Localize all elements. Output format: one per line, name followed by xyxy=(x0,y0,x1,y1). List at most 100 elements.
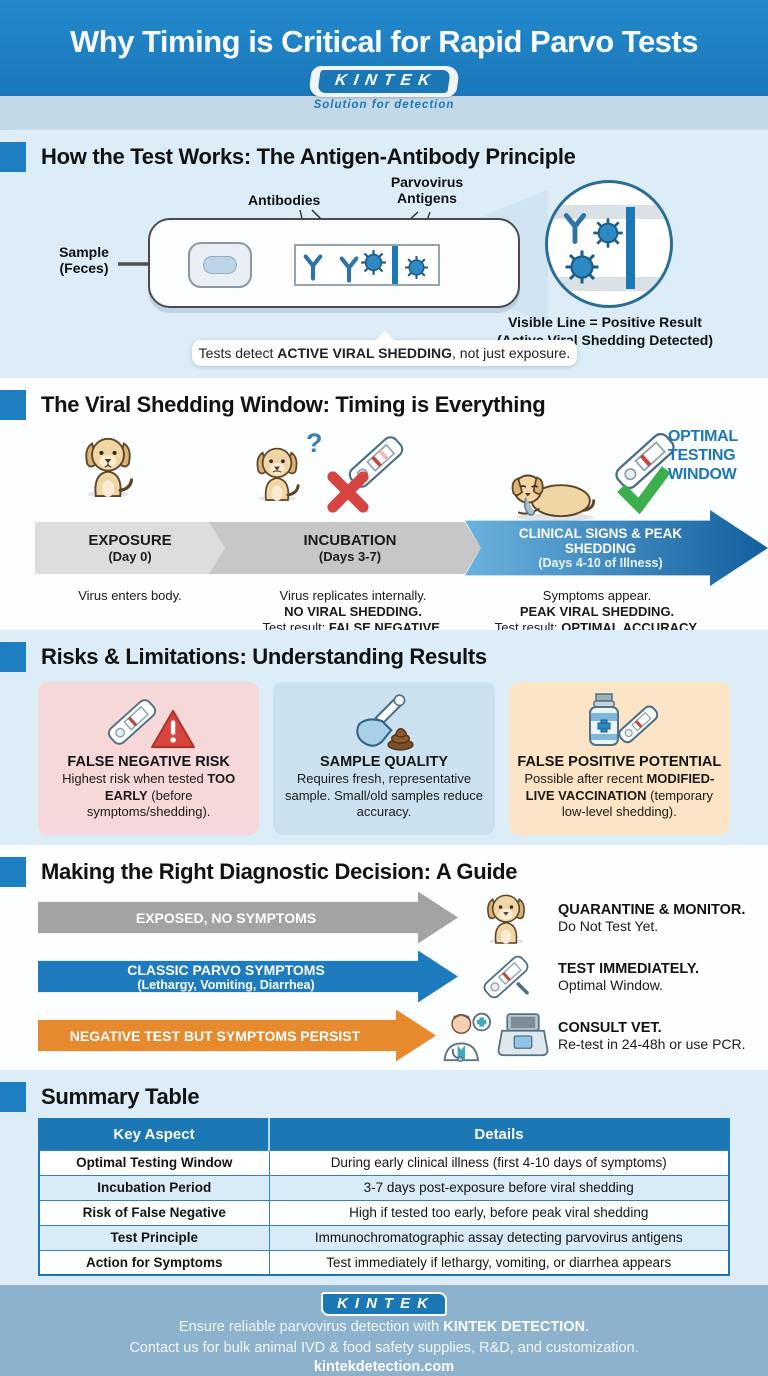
section-title: How the Test Works: The Antigen-Antibody… xyxy=(41,144,576,169)
section-title: The Viral Shedding Window: Timing is Eve… xyxy=(41,392,546,417)
decision-icons xyxy=(436,1009,554,1063)
card-icons xyxy=(517,690,722,754)
section-how-test-works: How the Test Works: The Antigen-Antibody… xyxy=(0,130,768,378)
decision-action: TEST IMMEDIATELY. Optimal Window. xyxy=(558,960,699,993)
row-key: Test Principle xyxy=(38,1224,270,1251)
virus-icon xyxy=(565,250,599,284)
sample-label: Sample (Feces) xyxy=(59,244,109,277)
card-sample-quality: SAMPLE QUALITY Requires fresh, represent… xyxy=(273,682,495,835)
risk-cards: FALSE NEGATIVE RISK Highest risk when te… xyxy=(38,682,730,835)
section-heading: Summary Table xyxy=(0,1070,768,1112)
warning-triangle-icon xyxy=(150,709,195,749)
stage-desc-exposure: Virus enters body. xyxy=(78,588,182,603)
table-row: Incubation Period 3-7 days post-exposure… xyxy=(38,1174,730,1201)
test-cassette-icon xyxy=(483,955,529,998)
decision-arrow-gray: EXPOSED, NO SYMPTOMS xyxy=(38,892,458,944)
row-key: Action for Symptoms xyxy=(38,1249,270,1276)
table-row: Test Principle Immunochromatographic ass… xyxy=(38,1224,730,1251)
card-icons xyxy=(46,690,251,754)
row-value: Test immediately if lethargy, vomiting, … xyxy=(268,1249,730,1276)
table-row: Optimal Testing Window During early clin… xyxy=(38,1149,730,1176)
table-row: Risk of False Negative High if tested to… xyxy=(38,1199,730,1226)
virus-icon xyxy=(361,250,386,275)
decision-action: CONSULT VET. Re-test in 24-48h or use PC… xyxy=(558,1019,746,1052)
strip-band xyxy=(548,277,670,291)
test-cassette-icon xyxy=(615,432,675,490)
row-value: During early clinical illness (first 4-1… xyxy=(268,1149,730,1176)
section-title: Summary Table xyxy=(41,1084,200,1109)
question-mark-icon: ? xyxy=(306,428,323,458)
timeline-diagram: ? xyxy=(0,420,768,635)
section-risks: Risks & Limitations: Understanding Resul… xyxy=(0,630,768,845)
section-marker-icon xyxy=(0,390,26,420)
row-key: Risk of False Negative xyxy=(38,1199,270,1226)
kintek-logo: KINTEK xyxy=(317,70,451,93)
summary-table: Key Aspect Details Optimal Testing Windo… xyxy=(38,1118,730,1276)
section-marker-icon xyxy=(0,642,26,672)
card-body: Highest risk when tested TOO EARLY (befo… xyxy=(62,771,236,819)
test-cassette-icon xyxy=(618,705,659,744)
test-line xyxy=(392,246,398,284)
decision-row-symptoms: CLASSIC PARVO SYMPTOMS (Lethargy, Vomiti… xyxy=(0,948,768,1005)
section-shedding-window: The Viral Shedding Window: Timing is Eve… xyxy=(0,378,768,635)
test-cassette-icon xyxy=(107,699,156,745)
antibody-icon xyxy=(563,213,587,244)
puppy-icon xyxy=(85,437,134,498)
stage-exposure: EXPOSURE (Day 0) xyxy=(35,522,225,574)
puppy-icon xyxy=(256,447,300,502)
decision-icons xyxy=(458,891,554,945)
decision-action: QUARANTINE & MONITOR. Do Not Test Yet. xyxy=(558,901,746,934)
magnified-view xyxy=(545,180,673,308)
row-value: Immunochromatographic assay detecting pa… xyxy=(268,1224,730,1251)
veterinarian-icon xyxy=(443,1012,491,1062)
antibody-icon xyxy=(303,254,323,281)
section-summary: Summary Table Key Aspect Details Optimal… xyxy=(0,1070,768,1285)
row-key: Optimal Testing Window xyxy=(38,1149,270,1176)
antibody-icon xyxy=(339,256,359,283)
row-value: 3-7 days post-exposure before viral shed… xyxy=(268,1174,730,1201)
header: Why Timing is Critical for Rapid Parvo T… xyxy=(0,0,768,130)
section-marker-icon xyxy=(0,142,26,172)
row-value: High if tested too early, before peak vi… xyxy=(268,1199,730,1226)
swab-sample-icon xyxy=(356,694,414,751)
section-heading: How the Test Works: The Antigen-Antibody… xyxy=(0,130,768,172)
test-principle-diagram: Antibodies Parvovirus Antigens Sample (F… xyxy=(0,172,768,374)
strip-band xyxy=(548,205,670,219)
decision-row-exposed: EXPOSED, NO SYMPTOMS QUARANTINE & MONI xyxy=(0,889,768,946)
card-title: SAMPLE QUALITY xyxy=(319,754,449,770)
virus-icon xyxy=(593,218,623,248)
section-heading: Risks & Limitations: Understanding Resul… xyxy=(0,630,768,672)
section-title: Risks & Limitations: Understanding Resul… xyxy=(41,644,487,669)
kintek-logo: KINTEK xyxy=(321,1292,447,1316)
green-check-icon xyxy=(617,466,671,515)
logo-plate: KINTEK xyxy=(308,66,460,97)
result-window xyxy=(294,244,440,286)
pcr-machine-icon xyxy=(497,1012,549,1056)
section-marker-icon xyxy=(0,1082,26,1112)
decision-arrow-blue: CLASSIC PARVO SYMPTOMS (Lethargy, Vomiti… xyxy=(38,951,458,1003)
decision-icons xyxy=(458,949,554,1005)
table-row: Action for Symptoms Test immediately if … xyxy=(38,1249,730,1276)
stage-clinical-signs: CLINICAL SIGNS & PEAK SHEDDING (Days 4-1… xyxy=(465,510,768,586)
puppy-icon xyxy=(487,894,525,944)
section-marker-icon xyxy=(0,857,26,887)
antibodies-label: Antibodies xyxy=(248,192,321,208)
decision-arrow-orange: NEGATIVE TEST BUT SYMPTOMS PERSIST xyxy=(38,1010,436,1062)
logo-tagline: Solution for detection xyxy=(313,99,455,111)
section-title: Making the Right Diagnostic Decision: A … xyxy=(41,859,518,884)
footer-line2: Contact us for bulk animal IVD & food sa… xyxy=(129,1339,639,1356)
card-body: Requires fresh, representative sample. S… xyxy=(285,771,483,819)
stage-incubation: INCUBATION (Days 3-7) xyxy=(209,522,481,574)
header-strip xyxy=(0,96,768,130)
section-decision-guide: Making the Right Diagnostic Decision: A … xyxy=(0,845,768,1070)
sample-well-oval xyxy=(203,256,237,274)
key-note-bubble: Tests detect ACTIVE VIRAL SHEDDING, not … xyxy=(192,331,577,366)
brand-logo: KINTEK Solution for detection xyxy=(0,66,768,111)
card-false-positive: FALSE POSITIVE POTENTIAL Possible after … xyxy=(508,682,730,835)
test-cassette xyxy=(148,218,520,308)
sample-well xyxy=(188,242,252,288)
virus-icon xyxy=(405,256,428,279)
website-link[interactable]: kintekdetection.com xyxy=(313,1358,455,1375)
vaccine-vial-icon xyxy=(589,693,659,746)
card-title: FALSE NEGATIVE RISK xyxy=(67,754,230,770)
